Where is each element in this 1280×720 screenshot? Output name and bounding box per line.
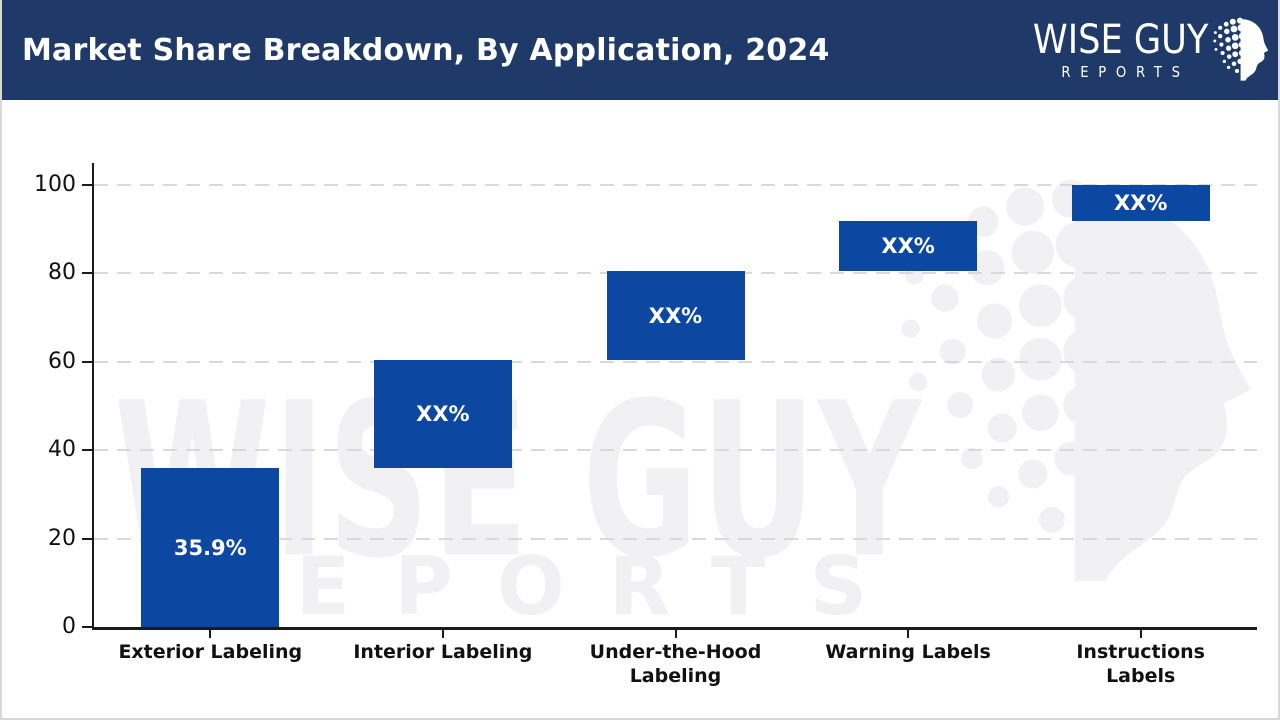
x-axis-tick <box>441 630 444 638</box>
x-axis-tick <box>1139 630 1142 638</box>
gridline <box>94 449 1257 452</box>
bar: XX% <box>839 221 978 272</box>
y-axis-tick <box>82 449 92 452</box>
page-title: Market Share Breakdown, By Application, … <box>22 32 830 68</box>
y-tick-label: 40 <box>48 437 76 463</box>
y-axis-tick <box>82 272 92 275</box>
logo-subtitle: REPORTS <box>1060 63 1190 81</box>
bar: 35.9% <box>141 468 280 627</box>
wiseguy-logo: WISE GUY REPORTS <box>1009 8 1270 92</box>
bar-value-label: XX% <box>648 303 703 328</box>
x-axis-tick <box>209 630 212 638</box>
x-category-label: Interior Labeling <box>327 641 560 665</box>
x-category-label-line: Under-the-Hood <box>589 641 762 663</box>
watermark-text-2: REPORTS <box>190 540 912 633</box>
bar-value-label: XX% <box>416 402 470 427</box>
x-category-label-line: Warning Labels <box>825 641 991 663</box>
x-category-label: Under-the-Hood Labeling <box>559 641 792 689</box>
y-axis-tick <box>82 537 92 540</box>
head-profile-icon <box>1213 17 1269 81</box>
bar: XX% <box>606 271 745 361</box>
x-category-label-line: Instructions <box>1076 641 1205 663</box>
y-tick-label: 80 <box>48 260 76 286</box>
bar: XX% <box>373 360 512 469</box>
y-axis-tick <box>82 184 92 187</box>
logo-wordmark: WISE GUY <box>1032 17 1208 63</box>
x-axis-tick <box>907 630 910 638</box>
gridline <box>94 184 1257 187</box>
x-category-label-line: Interior Labeling <box>353 641 533 663</box>
report-header: Market Share Breakdown, By Application, … <box>2 0 1278 100</box>
bar-value-label: XX% <box>881 234 935 259</box>
y-tick-label: 20 <box>48 525 76 551</box>
y-axis-tick <box>82 626 92 628</box>
plot-area: 0 20 40 60 80 100 Exterior Labeling Interior La… <box>34 163 1257 687</box>
x-category-label-line: Labeling <box>629 664 722 687</box>
logo-text: WISE GUY REPORTS <box>1032 19 1208 81</box>
gridline <box>94 360 1257 363</box>
x-category-label-line: Exterior Labeling <box>118 641 303 663</box>
y-axis-tick <box>82 360 92 363</box>
x-axis-tick <box>674 630 677 638</box>
y-tick-label: 100 <box>34 172 76 198</box>
x-category-label: Exterior Labeling <box>94 641 327 665</box>
x-category-label: Warning Labels <box>792 641 1025 665</box>
bar-value-label: XX% <box>1113 191 1168 216</box>
gridline <box>94 537 1257 540</box>
y-tick-label: 0 <box>62 614 76 639</box>
x-category-label: Instructions Labels <box>1024 641 1257 689</box>
bar: XX% <box>1071 185 1210 222</box>
bar-value-label: 35.9% <box>173 535 247 560</box>
y-tick-label: 60 <box>48 348 76 374</box>
x-category-label-line: Labels <box>1106 664 1176 687</box>
